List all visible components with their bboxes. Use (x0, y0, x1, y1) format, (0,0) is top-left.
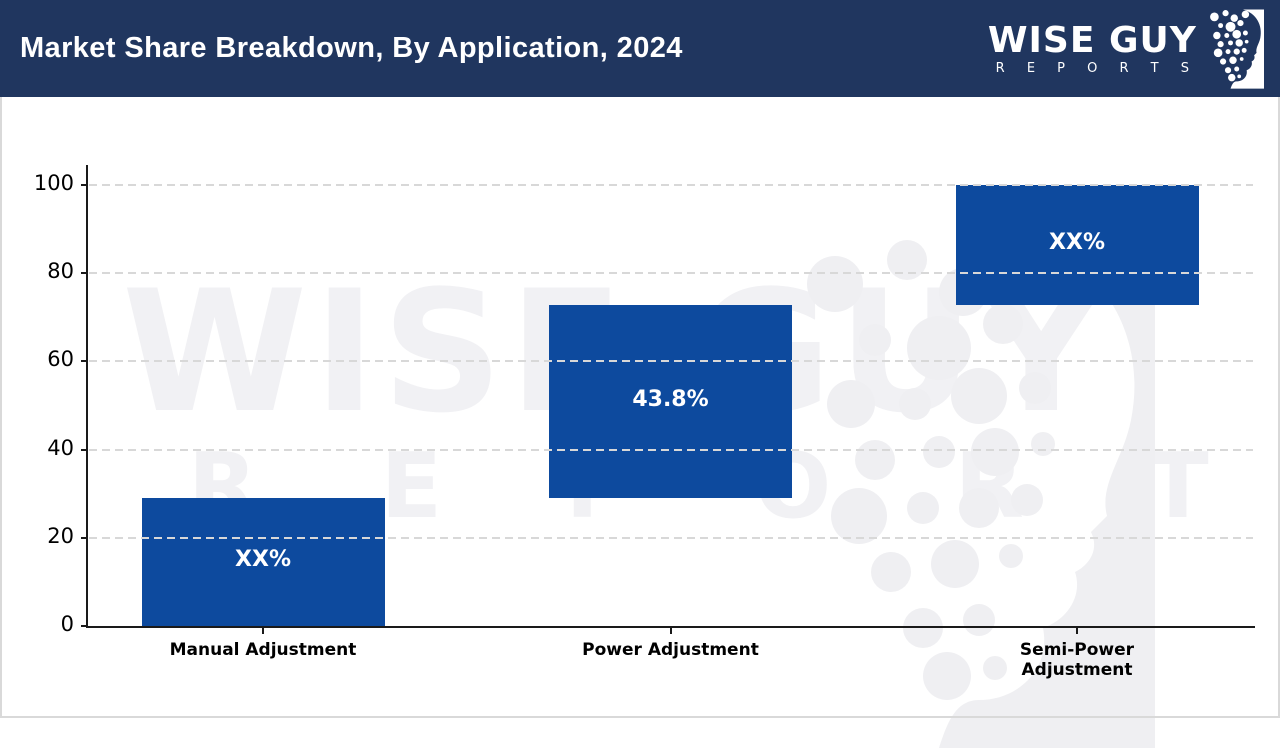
x-tick-mark (669, 628, 672, 634)
bar-value-label: XX% (235, 547, 291, 573)
y-tick-label: 20 (47, 523, 74, 548)
bar-segment (955, 185, 1199, 305)
y-tick-mark (81, 536, 88, 539)
y-tick-mark (81, 625, 88, 627)
y-tick-label: 100 (33, 171, 74, 195)
y-tick-mark (81, 360, 88, 363)
y-axis-line (86, 165, 88, 628)
bar-value-label: XX% (1049, 229, 1105, 255)
x-tick-mark (1076, 628, 1078, 634)
logo-subtitle: R E P O R T S (995, 60, 1198, 76)
y-tick-label: 80 (47, 259, 74, 284)
y-tick-mark (81, 184, 88, 186)
bar-segment (141, 498, 385, 626)
y-tick-mark (81, 448, 88, 451)
logo-wordmark: WISE GUY (987, 19, 1197, 61)
y-gridline (89, 184, 1253, 186)
wiseguy-logo-text: WISE GUY R E P O R T S (987, 19, 1198, 76)
header-bar: Market Share Breakdown, By Application, … (0, 0, 1280, 97)
x-category-label: Semi-Power Adjustment (1019, 640, 1135, 680)
bar-segment (549, 304, 792, 499)
x-tick-mark (262, 628, 264, 634)
y-gridline (89, 536, 1253, 539)
page-title: Market Share Breakdown, By Application, … (20, 32, 683, 64)
y-tick-label: 40 (47, 435, 74, 460)
x-category-label: Manual Adjustment (169, 640, 357, 660)
y-gridline (89, 272, 1253, 275)
x-category-label: Power Adjustment (582, 640, 759, 660)
wiseguy-head-icon (1202, 8, 1264, 89)
y-gridline (89, 360, 1253, 363)
y-tick-mark (81, 272, 88, 275)
y-tick-label: 60 (47, 347, 74, 372)
y-gridline (89, 448, 1253, 451)
wiseguy-logo: WISE GUY R E P O R T S (987, 8, 1264, 89)
chart-frame (0, 97, 1280, 718)
x-axis-line (86, 626, 1255, 628)
y-tick-label: 0 (60, 612, 74, 636)
bar-value-label: 43.8% (632, 386, 709, 412)
chart-plot-area: 0 20 40 60 80 100 XX% Manual Adjustment 43.8% Pow… (33, 165, 1255, 680)
